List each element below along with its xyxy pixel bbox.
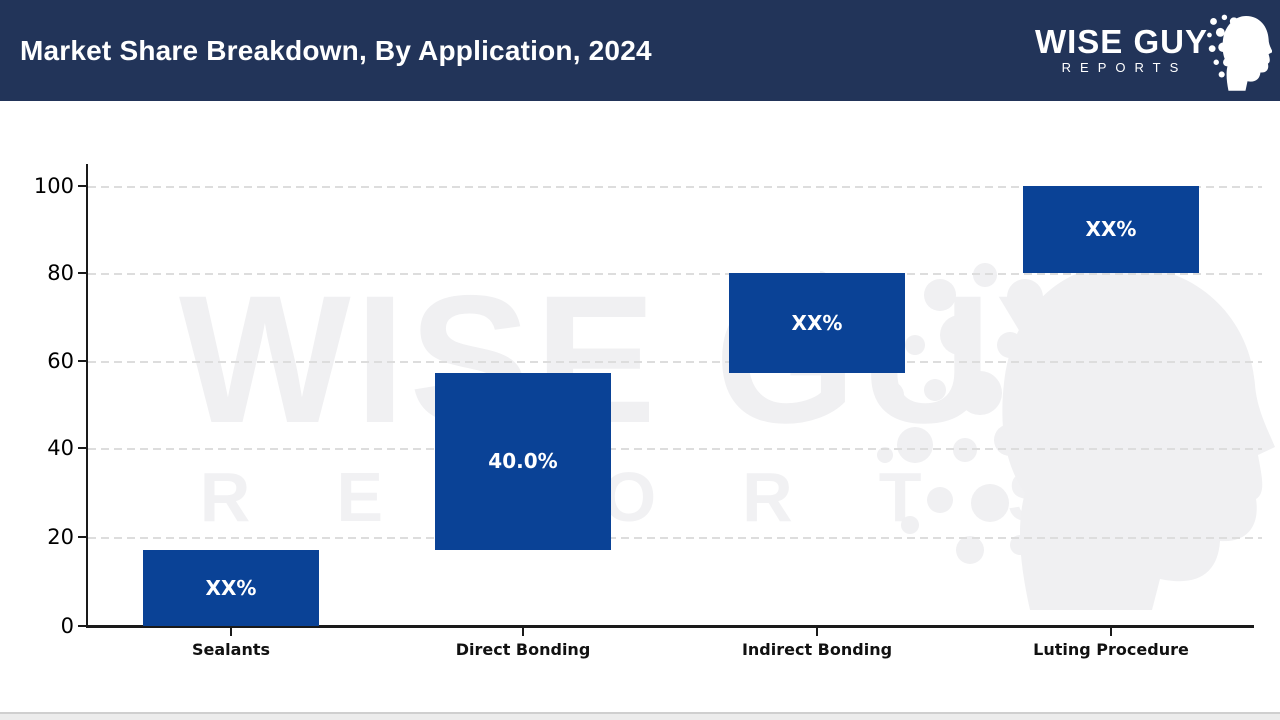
x-tick-indirect-bonding [816, 628, 818, 636]
wiseguy-head-logo-icon [1207, 14, 1272, 91]
y-tick-100 [78, 185, 87, 187]
x-tick-direct-bonding [522, 628, 524, 636]
y-tick-0 [78, 625, 87, 627]
bar-sealants [143, 550, 319, 626]
gridline-40 [88, 448, 1262, 450]
logo-reports-label: REPORTS [1061, 60, 1188, 76]
gridline-80 [88, 273, 1262, 275]
watermark-reports-text: REPORTS [199, 458, 1141, 536]
gridline-20 [88, 537, 1262, 539]
y-tick-label: 40 [47, 436, 74, 460]
y-tick-label: 0 [60, 614, 74, 638]
y-tick-80 [78, 272, 87, 274]
bar-indirect-bonding [729, 273, 905, 373]
gridline-100 [88, 186, 1262, 188]
x-axis-line [86, 625, 1254, 628]
page-title: Market Share Breakdown, By Application, … [20, 34, 652, 66]
y-tick-60 [78, 360, 87, 362]
y-axis-line [86, 164, 88, 628]
y-tick-label: 80 [47, 261, 74, 285]
y-tick-label: 60 [47, 349, 74, 373]
x-category-label: Indirect Bonding [741, 640, 893, 659]
background-watermark: WISE GUY REPORTS [120, 268, 1180, 532]
wiseguy-logo-text: WISE GUY REPORTS [1034, 22, 1208, 76]
bar-luting-procedure [1023, 186, 1199, 273]
x-category-label: Sealants [191, 640, 270, 659]
watermark-wiseguy-text: WISE GUY [178, 257, 1122, 461]
x-category-label: Luting Procedure [1033, 640, 1189, 659]
y-tick-40 [78, 447, 87, 449]
y-tick-label: 100 [33, 174, 74, 198]
x-tick-luting-procedure [1110, 628, 1112, 636]
footer-strip [0, 712, 1280, 720]
logo-wiseguy-label: WISE GUY [1034, 22, 1208, 60]
header-bar: Market Share Breakdown, By Application, … [0, 0, 1280, 101]
bar-direct-bonding [435, 373, 611, 550]
y-tick-label: 20 [47, 525, 74, 549]
x-category-label: Direct Bonding [455, 640, 591, 659]
wiseguy-logo: WISE GUY REPORTS [1035, 6, 1272, 94]
gridline-60 [88, 361, 1262, 363]
y-tick-20 [78, 536, 87, 538]
x-tick-sealants [230, 628, 232, 636]
